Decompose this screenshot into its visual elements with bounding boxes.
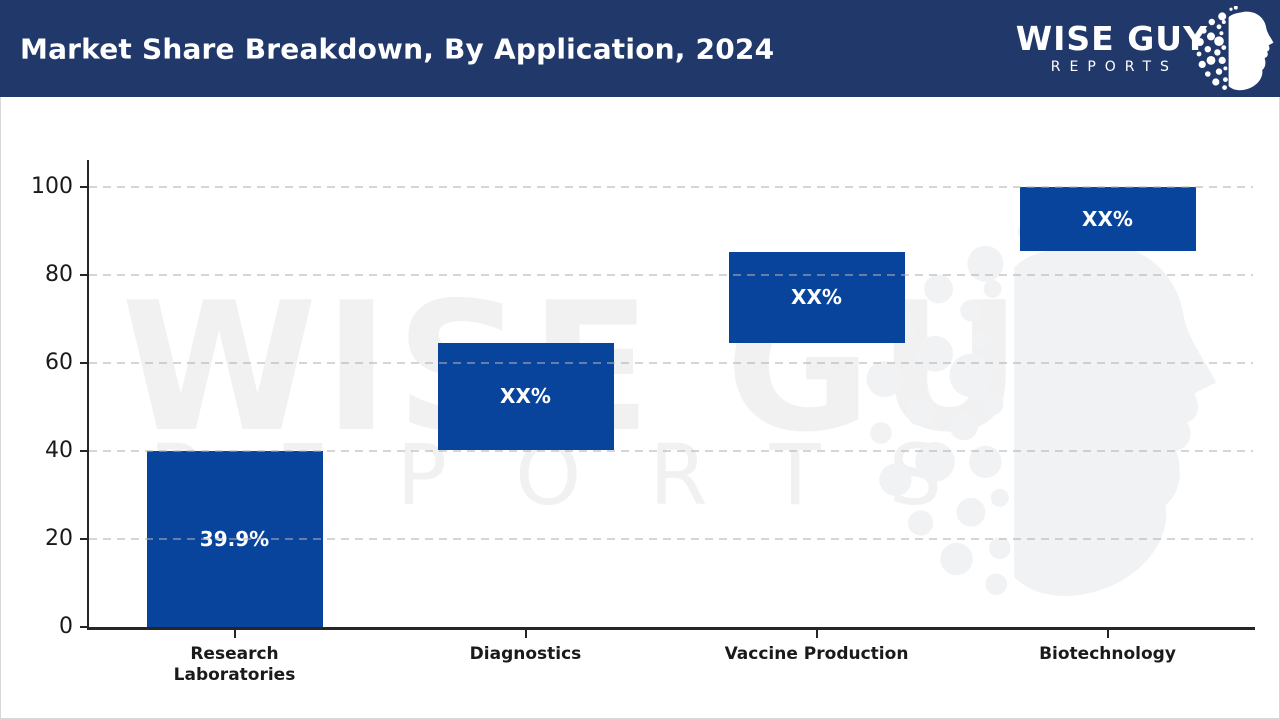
x-tick-label: Diagnostics	[469, 644, 582, 664]
y-gridline	[89, 274, 1253, 276]
bar-value-label: XX%	[1082, 206, 1133, 231]
x-tick-mark	[1106, 630, 1109, 638]
y-tick-label: 60	[45, 350, 73, 375]
face-profile-dots-icon	[1195, 6, 1274, 91]
header-bar: Market Share Breakdown, By Application, …	[0, 0, 1280, 97]
y-tick-mark	[80, 274, 88, 276]
y-gridline	[89, 362, 1253, 364]
brand-logo: WISE GUY REPORTS	[1016, 4, 1276, 94]
brand-subname: REPORTS	[1050, 58, 1178, 75]
x-tick-mark	[524, 630, 527, 638]
x-axis-line	[87, 627, 1255, 630]
chart-area: WISE GUY REPORTS 0 20 40 60 80 100 39.9% Resear…	[0, 97, 1280, 720]
x-tick-label: Research Laboratories	[173, 644, 296, 685]
brand-wordmark: WISE GUY REPORTS	[1015, 19, 1208, 75]
y-axis-line	[87, 160, 89, 630]
y-tick-mark	[80, 626, 88, 628]
y-tick-mark	[80, 450, 88, 452]
y-tick-label: 80	[45, 262, 73, 287]
bar: XX%	[437, 342, 614, 451]
bar-value-label: XX%	[791, 285, 842, 310]
y-tick-mark	[80, 186, 88, 188]
y-tick-label: 40	[45, 438, 73, 463]
bar-value-label: XX%	[500, 384, 551, 409]
bar: XX%	[1019, 187, 1196, 251]
y-tick-mark	[80, 362, 88, 364]
y-tick-label: 0	[59, 614, 73, 639]
bar: XX%	[728, 252, 905, 343]
y-tick-label: 100	[31, 174, 73, 199]
x-tick-mark	[233, 630, 236, 638]
y-gridline	[89, 538, 1253, 540]
plot: 0 20 40 60 80 100 39.9% Research Laboratories XX%…	[1, 97, 1279, 718]
x-tick-label: Vaccine Production	[724, 644, 909, 664]
brand-name: WISE GUY	[1015, 19, 1208, 58]
y-gridline	[89, 450, 1253, 452]
page-title: Market Share Breakdown, By Application, …	[20, 32, 775, 65]
x-tick-label: Biotechnology	[1039, 644, 1176, 664]
y-gridline	[89, 186, 1253, 188]
x-tick-mark	[815, 630, 818, 638]
y-tick-label: 20	[45, 526, 73, 551]
y-tick-mark	[80, 538, 88, 540]
